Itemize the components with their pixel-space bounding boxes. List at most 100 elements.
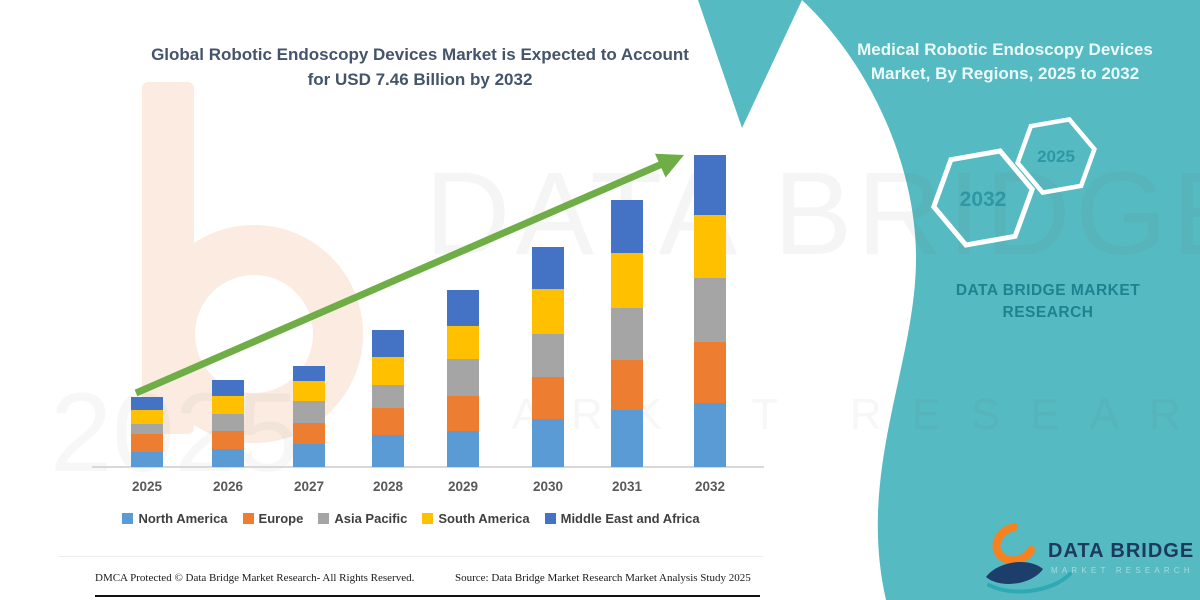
bar-segment <box>212 379 244 396</box>
bar-segment <box>212 413 244 431</box>
bar-segment <box>131 433 163 452</box>
hexagon-2032-outline <box>930 148 1036 248</box>
logo-subtext: MARKET RESEARCH <box>1051 566 1194 575</box>
panel-title: Medical Robotic Endoscopy Devices Market… <box>820 38 1190 86</box>
bar-segment <box>611 359 643 411</box>
bar-segment <box>694 154 726 215</box>
legend-label: Asia Pacific <box>334 511 408 526</box>
bar-segment <box>532 377 564 419</box>
bar-segment <box>293 380 325 401</box>
legend-item: Middle East and Africa <box>544 511 700 526</box>
bar-segment <box>611 410 643 467</box>
chart-legend: North America Europe Asia Pacific South Ame… <box>58 511 764 526</box>
bar-segment <box>293 365 325 381</box>
panel-corner-wedge <box>698 0 802 128</box>
bar-segment <box>372 384 404 408</box>
legend-swatch <box>422 513 434 524</box>
bar-segment <box>131 410 163 424</box>
chart-title-line1: Global Robotic Endoscopy Devices Market … <box>151 45 689 64</box>
legend-item: North America <box>122 511 228 526</box>
bar-segment <box>611 252 643 309</box>
bar-segment <box>372 407 404 435</box>
legend-label: North America <box>138 511 228 526</box>
panel-background <box>802 0 1200 600</box>
bar-segment <box>131 423 163 434</box>
bar-segment <box>372 357 404 385</box>
legend-item: Europe <box>242 511 304 526</box>
bar-segment <box>212 431 244 449</box>
panel-brand-text: DATA BRIDGE MARKET RESEARCH <box>892 280 1200 324</box>
panel-title-line1: Medical Robotic Endoscopy Devices <box>857 40 1153 59</box>
bar-segment <box>694 341 726 403</box>
bar-segment <box>293 400 325 424</box>
bar-segment <box>372 330 404 358</box>
bottom-border-line <box>95 595 760 597</box>
bar-segment <box>532 288 564 335</box>
bar-segment <box>532 247 564 289</box>
bar-2027 <box>293 365 325 467</box>
legend-label: Europe <box>258 511 304 526</box>
bar-2025 <box>131 397 163 467</box>
legend-swatch <box>242 513 254 524</box>
bar-segment <box>611 308 643 360</box>
bar-segment <box>611 199 643 253</box>
legend-item: Asia Pacific <box>318 511 407 526</box>
logo-teal-swoosh <box>987 572 1072 594</box>
legend-item: South America <box>422 511 530 526</box>
bar-segment <box>694 403 726 467</box>
legend-label: Middle East and Africa <box>560 511 700 526</box>
panel-brand-line1: DATA BRIDGE MARKET <box>955 282 1141 299</box>
footer-separator <box>58 556 764 557</box>
bar-segment <box>212 395 244 414</box>
x-axis-label: 2025 <box>131 479 163 494</box>
hexagon-2025-label: 2025 <box>1037 147 1075 166</box>
hexagon-2032-label: 2032 <box>960 188 1007 211</box>
x-axis-label: 2026 <box>212 479 244 494</box>
bar-segment <box>447 395 479 431</box>
bar-segment <box>447 326 479 360</box>
bar-segment <box>131 451 163 467</box>
logo-name-text: DATA BRIDGE <box>1048 540 1195 562</box>
bar-segment <box>372 434 404 467</box>
x-axis-label: 2031 <box>611 479 643 494</box>
panel-brand-line2: RESEARCH <box>1002 304 1094 321</box>
legend-swatch <box>318 513 330 524</box>
chart-title-line2: for USD 7.46 Billion by 2032 <box>307 70 533 89</box>
bar-2031 <box>611 199 643 467</box>
watermark-b-bowl <box>145 225 363 443</box>
bar-segment <box>293 423 325 444</box>
bar-segment <box>694 277 726 342</box>
legend-swatch <box>544 513 556 524</box>
bar-segment <box>293 444 325 467</box>
x-axis-label: 2032 <box>694 479 726 494</box>
footer-source-text: Source: Data Bridge Market Research Mark… <box>455 572 751 584</box>
x-axis-label: 2029 <box>447 479 479 494</box>
x-axis-line <box>92 466 764 468</box>
bar-2030 <box>532 247 564 467</box>
bar-segment <box>131 397 163 411</box>
hexagon-2025-outline <box>1015 116 1097 196</box>
bar-segment <box>212 449 244 467</box>
bar-2026 <box>212 379 244 467</box>
legend-label: South America <box>438 511 530 526</box>
bar-segment <box>447 290 479 327</box>
trend-arrow-line <box>134 160 664 397</box>
bar-2029 <box>447 290 479 467</box>
bar-segment <box>694 214 726 278</box>
bar-segment <box>447 359 479 396</box>
panel-title-line2: Market, By Regions, 2025 to 2032 <box>870 64 1140 83</box>
x-axis-label: 2030 <box>532 479 564 494</box>
logo-navy-eye <box>986 562 1043 584</box>
legend-swatch <box>122 513 134 524</box>
bar-2032 <box>694 154 726 467</box>
footer-dmca-text: DMCA Protected © Data Bridge Market Rese… <box>95 572 415 584</box>
bar-segment <box>532 334 564 378</box>
bar-segment <box>532 418 564 467</box>
x-axis-labels: 2025 2026 2027 2028 2029 2030 2031 2032 <box>0 479 1200 499</box>
